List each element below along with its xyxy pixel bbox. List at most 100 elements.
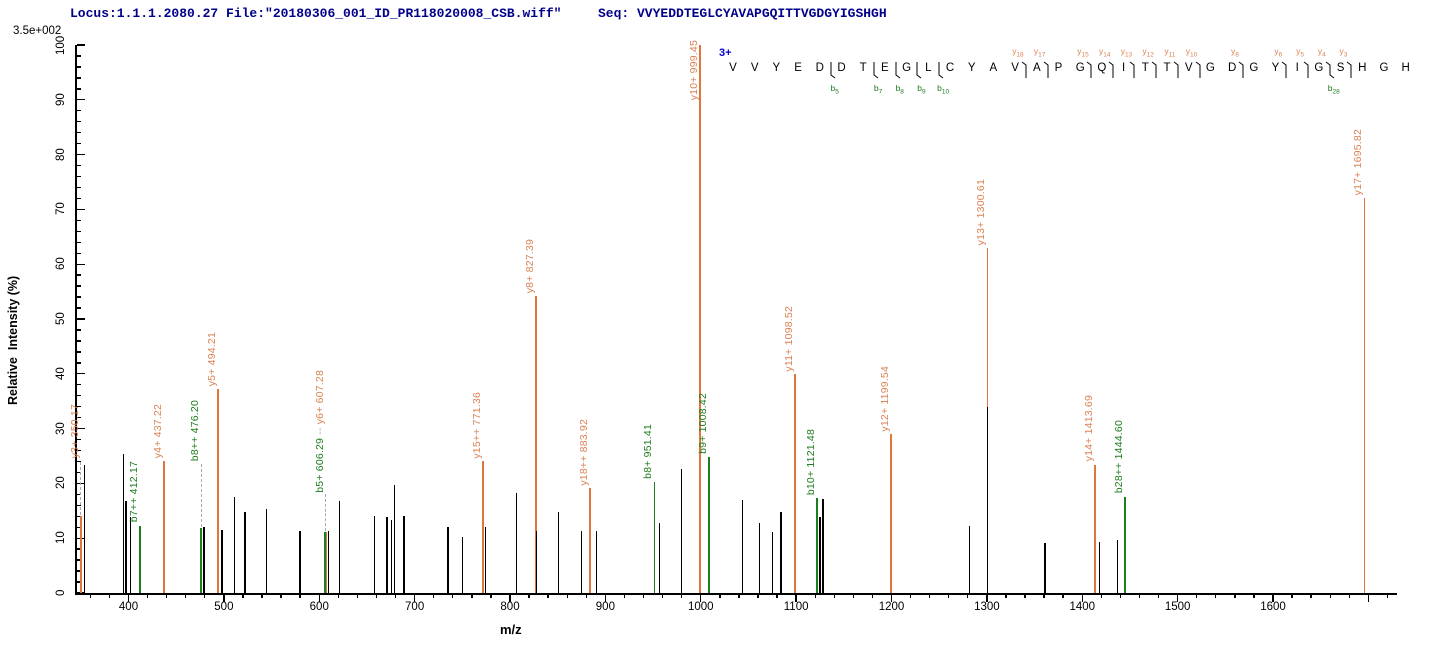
spectrum-peak	[244, 511, 246, 593]
residue-letter: V	[1011, 62, 1019, 74]
x-axis-tick-label: 700	[405, 601, 425, 613]
spectrum-peak	[822, 499, 824, 593]
peak-label: y17+ 1695.82	[1352, 129, 1365, 196]
x-axis-tick	[452, 594, 454, 598]
residue-letter: V	[1184, 62, 1193, 74]
y-axis-tick	[77, 131, 81, 134]
residue-letter: G	[902, 62, 912, 74]
x-axis-tick	[375, 594, 378, 598]
spectrum-peak	[596, 531, 598, 593]
spectrum-peak	[266, 508, 268, 593]
b-ion-marker-label: b10	[937, 83, 950, 96]
residue-letter: S	[1336, 62, 1345, 74]
spectrum-peak	[129, 516, 132, 593]
precursor-charge-label: 3+	[719, 47, 732, 59]
cleavage-divider	[1345, 59, 1357, 86]
spectrum-peak	[461, 536, 463, 593]
y-axis-tick	[77, 230, 81, 232]
x-axis-title: m/z	[500, 622, 522, 637]
y-axis-tick	[77, 142, 81, 145]
spectrum-peak	[707, 457, 710, 593]
y-axis-tick	[77, 307, 81, 309]
spectrum-peak	[771, 531, 773, 593]
y-ion-marker-label: y11	[1164, 46, 1176, 59]
spectrum-peak	[484, 526, 486, 593]
cleavage-divider	[868, 59, 880, 86]
peak-label-leader	[325, 494, 327, 531]
spectrum-peak	[986, 406, 989, 593]
x-axis-tick	[509, 594, 511, 602]
y-axis-tick	[77, 66, 81, 68]
b-ion-marker-label: b7	[873, 83, 883, 96]
spectrum-peak	[680, 469, 683, 593]
x-axis-tick-label: 400	[118, 601, 139, 613]
cleavage-divider	[1194, 59, 1206, 86]
spectrum-peak	[299, 530, 301, 593]
cleavage-divider	[1302, 59, 1314, 86]
y-ion-marker-label: y4	[1317, 46, 1326, 59]
x-axis-tick	[890, 594, 893, 602]
y-axis-tick	[77, 362, 81, 364]
x-axis-tick	[986, 594, 988, 602]
cleavage-divider	[825, 59, 837, 86]
y-axis-tick	[77, 526, 81, 528]
residue-letter: Q	[1097, 62, 1107, 74]
y-axis-tick-label: 100	[55, 35, 67, 55]
x-axis-tick	[1253, 594, 1255, 598]
y-axis-tick	[77, 285, 81, 287]
x-axis-tick	[1176, 594, 1179, 602]
residue-letter: Y	[967, 62, 976, 74]
x-axis-tick-label: 1000	[687, 601, 714, 613]
cleavage-divider	[890, 59, 902, 86]
spectrum-peak	[580, 531, 583, 593]
spectrum-peak	[328, 531, 330, 593]
spectrum-peak	[780, 511, 782, 593]
x-axis-tick	[1196, 594, 1198, 598]
intensity-scale-label: 3.5e+002	[13, 25, 62, 37]
peak-label-leader	[80, 461, 82, 515]
y-ion-marker-label: y12	[1142, 46, 1154, 59]
x-axis-tick	[146, 594, 149, 598]
y-axis-tick	[77, 493, 81, 496]
y-axis-tick	[77, 559, 81, 561]
x-axis-tick	[967, 594, 969, 598]
x-axis-tick	[1348, 594, 1350, 598]
y-axis-tick	[77, 438, 81, 441]
x-axis-tick	[1234, 594, 1236, 598]
peak-label: b28++ 1444.60	[1112, 420, 1125, 494]
x-axis-tick	[1386, 594, 1389, 598]
residue-letter: G	[1075, 62, 1085, 74]
spectrum-peak	[1098, 541, 1101, 593]
x-axis-tick	[1215, 594, 1217, 598]
x-axis-tick	[738, 594, 740, 598]
y-axis-tick-label: 80	[55, 148, 67, 161]
x-axis-tick	[1043, 594, 1045, 598]
y-ion-marker-label: y6	[1274, 46, 1283, 59]
peak-label: y5+ 494.21	[206, 331, 219, 387]
x-axis-tick	[490, 594, 492, 598]
cleavage-divider	[1280, 59, 1292, 86]
y-ion-marker-label: y13	[1120, 46, 1133, 59]
x-axis-tick	[604, 594, 607, 602]
residue-letter: I	[1121, 62, 1126, 74]
x-axis-tick	[871, 594, 874, 598]
y-axis-tick	[77, 197, 81, 200]
y-axis-tick	[77, 241, 81, 243]
spectrum-peak	[233, 497, 236, 593]
y-axis-tick-label: 70	[55, 203, 67, 216]
y-axis-tick	[77, 416, 81, 419]
residue-letter: T	[1141, 62, 1149, 74]
spectrum-peak	[80, 516, 82, 593]
y-axis-tick	[77, 515, 81, 517]
x-axis-tick	[585, 594, 587, 598]
y-axis-tick-label: 40	[55, 367, 67, 381]
x-axis-tick	[1310, 594, 1312, 598]
peak-label: y14+ 1413.69	[1083, 395, 1096, 462]
b-ion-marker-label: b28	[1327, 83, 1340, 96]
x-axis-tick	[1024, 594, 1026, 598]
x-axis-tick	[261, 594, 263, 598]
spectrum-peak	[125, 501, 127, 593]
x-axis-tick	[1081, 594, 1083, 602]
residue-letter: D	[1227, 62, 1237, 74]
cleavage-divider	[1237, 59, 1249, 86]
